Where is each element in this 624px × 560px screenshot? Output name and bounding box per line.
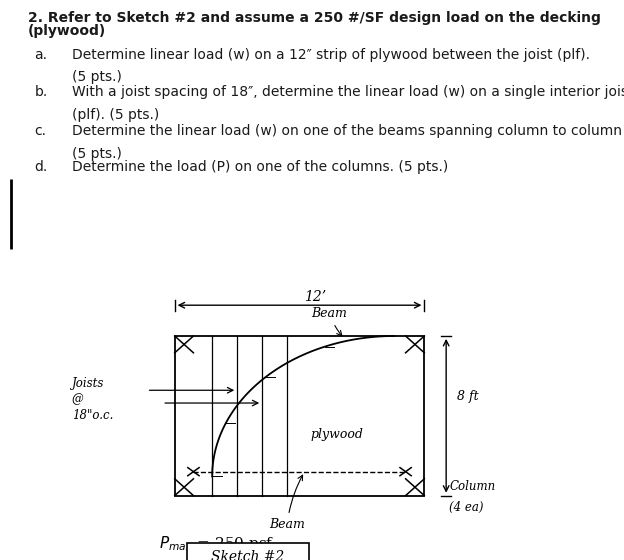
Text: With a joist spacing of 18″, determine the linear load (w) on a single interior : With a joist spacing of 18″, determine t… [72,85,624,99]
Text: (plywood): (plywood) [28,24,106,38]
Text: (5 pts.): (5 pts.) [72,70,122,84]
Text: (4 ea): (4 ea) [449,501,484,514]
Text: 12’: 12’ [305,290,326,304]
Text: c.: c. [34,124,46,138]
Text: 2. Refer to Sketch #2 and assume a 250 #/SF design load on the decking: 2. Refer to Sketch #2 and assume a 250 #… [28,11,601,25]
Text: 18"o.c.: 18"o.c. [72,409,113,422]
Text: Determine the linear load (w) on one of the beams spanning column to column: Determine the linear load (w) on one of … [72,124,622,138]
Text: $\it{P}_{max}$ = 250 psf: $\it{P}_{max}$ = 250 psf [159,534,275,553]
Text: (5 pts.): (5 pts.) [72,147,122,161]
Text: Column: Column [449,480,495,493]
Text: (plf). (5 pts.): (plf). (5 pts.) [72,108,159,122]
Text: plywood: plywood [311,428,363,441]
Text: Determine linear load (w) on a 12″ strip of plywood between the joist (plf).: Determine linear load (w) on a 12″ strip… [72,48,590,62]
Text: Beam: Beam [269,475,305,531]
Text: d.: d. [34,160,47,174]
Text: Determine the load (P) on one of the columns. (5 pts.): Determine the load (P) on one of the col… [72,160,448,174]
Text: Beam: Beam [311,307,348,336]
Text: Sketch #2: Sketch #2 [212,550,285,560]
Text: 8 ft: 8 ft [457,390,479,403]
Text: a.: a. [34,48,47,62]
Bar [187,543,309,560]
Bar [175,336,424,496]
Text: @: @ [72,393,84,407]
Text: Joists: Joists [72,377,104,390]
Text: b.: b. [34,85,47,99]
